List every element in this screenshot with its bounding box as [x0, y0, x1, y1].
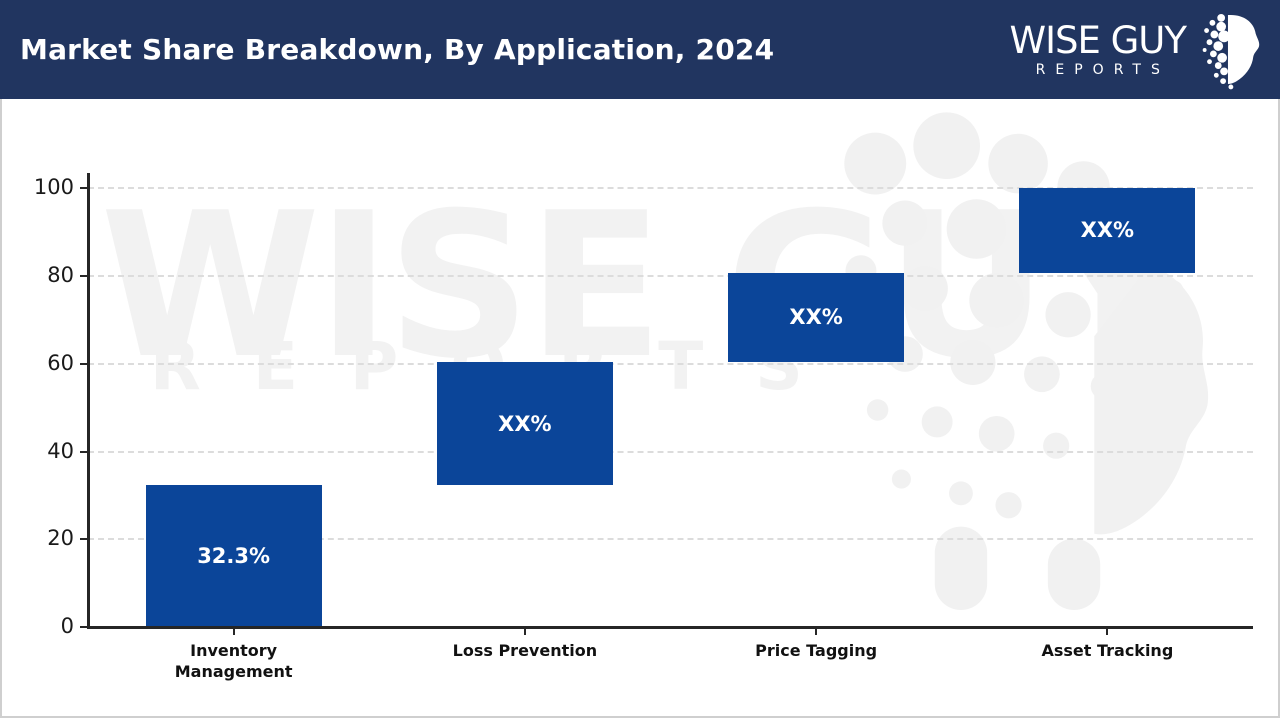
y-gridline [88, 362, 1253, 365]
bar-value-label: 32.3% [197, 544, 271, 569]
y-tick-mark [80, 275, 88, 278]
y-gridline [88, 450, 1253, 453]
wiseguy-face-icon [1202, 13, 1260, 89]
x-axis [87, 626, 1253, 629]
y-tick-mark [80, 538, 88, 541]
y-tick-label: 80 [47, 263, 74, 288]
y-tick-label: 0 [60, 614, 74, 638]
brand-wordmark: WISE GUY REPORTS [1009, 19, 1187, 78]
y-tick-mark [80, 362, 88, 365]
y-tick-mark [80, 626, 88, 628]
brand-name: WISE GUY [1009, 19, 1187, 62]
y-gridline [88, 275, 1253, 278]
bar-value-label: XX% [1080, 218, 1135, 243]
brand-subtitle: REPORTS [1035, 62, 1170, 78]
bar-2: XX% [436, 362, 613, 486]
y-axis [87, 173, 90, 629]
y-gridline [88, 538, 1253, 541]
x-tick-label: Loss Prevention [452, 641, 598, 660]
page-title: Market Share Breakdown, By Application, … [20, 33, 775, 66]
x-tick-mark [815, 627, 818, 635]
y-tick-mark [80, 450, 88, 453]
x-tick-mark [232, 627, 235, 635]
x-tick-label: Asset Tracking [1041, 641, 1174, 660]
bar-1: 32.3% [145, 485, 322, 627]
y-tick-label: 20 [47, 526, 74, 551]
brand-logo: WISE GUY REPORTS [1010, 8, 1262, 92]
bar-value-label: XX% [498, 411, 552, 436]
y-tick-label: 60 [47, 350, 74, 375]
x-tick-label: Inventory Management [174, 641, 293, 681]
y-tick-mark [80, 187, 88, 190]
header-bar: Market Share Breakdown, By Application, … [0, 0, 1280, 99]
bar-value-label: XX% [789, 305, 843, 330]
x-tick-mark [1106, 627, 1109, 635]
y-gridline [88, 187, 1253, 190]
x-tick-mark [523, 627, 526, 635]
bar-4: XX% [1019, 188, 1196, 273]
bar-3: XX% [728, 272, 905, 363]
x-tick-label: Price Tagging [755, 641, 878, 660]
y-tick-label: 100 [33, 175, 74, 200]
y-tick-label: 40 [47, 438, 74, 463]
